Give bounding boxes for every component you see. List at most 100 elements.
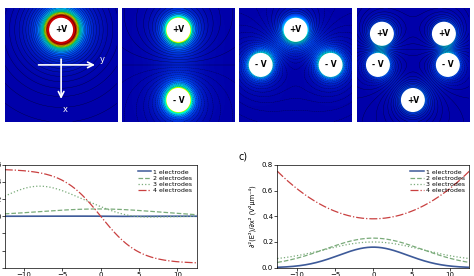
Text: - V: - V	[442, 60, 454, 69]
2 electrodes	[388, 238, 393, 242]
1 electrode	[466, 266, 472, 269]
Text: +V: +V	[55, 25, 67, 34]
Line: 2 electrodes: 2 electrodes	[277, 238, 469, 262]
1 electrode	[116, 215, 121, 218]
1 electrode	[419, 259, 425, 262]
3 electrodes	[89, 201, 95, 205]
4 electrodes	[36, 171, 42, 174]
Circle shape	[284, 18, 307, 41]
2 electrodes	[274, 261, 280, 264]
4 electrodes	[194, 261, 200, 264]
2 electrodes	[36, 210, 42, 213]
Text: y: y	[100, 55, 104, 64]
4 electrodes	[324, 206, 329, 209]
1 electrode	[51, 214, 57, 218]
2 electrodes	[115, 208, 121, 211]
Text: +V: +V	[290, 25, 301, 34]
2 electrodes	[130, 208, 136, 212]
3 electrodes	[115, 211, 121, 214]
2 electrodes	[361, 237, 367, 240]
4 electrodes	[403, 212, 409, 215]
Text: - V: - V	[325, 60, 337, 69]
3 electrodes	[130, 214, 136, 218]
3 electrodes	[309, 251, 314, 254]
3 electrodes	[147, 215, 153, 219]
Line: 4 electrodes: 4 electrodes	[5, 170, 197, 263]
1 electrode	[89, 214, 95, 218]
4 electrodes	[89, 204, 94, 207]
4 electrodes	[130, 247, 136, 250]
Legend: 1 electrode, 2 electrodes, 3 electrodes, 4 electrodes: 1 electrode, 2 electrodes, 3 electrodes,…	[137, 168, 193, 195]
4 electrodes	[51, 175, 57, 178]
Text: - V: - V	[255, 60, 266, 69]
4 electrodes	[115, 234, 121, 238]
3 electrodes	[466, 257, 472, 260]
2 electrodes	[147, 209, 153, 213]
Text: +V: +V	[438, 29, 450, 38]
Circle shape	[167, 18, 190, 41]
4 electrodes	[419, 205, 425, 208]
3 electrodes	[324, 248, 329, 251]
Y-axis label: ∂²(E²)/∂x² (V²μm⁻⁴): ∂²(E²)/∂x² (V²μm⁻⁴)	[249, 185, 256, 247]
4 electrodes	[309, 197, 314, 201]
Line: 3 electrodes: 3 electrodes	[277, 242, 469, 259]
1 electrode	[388, 248, 393, 251]
Line: 2 electrodes: 2 electrodes	[5, 209, 197, 215]
2 electrodes	[2, 212, 8, 216]
Text: x: x	[63, 105, 68, 113]
Circle shape	[50, 18, 73, 41]
Line: 3 electrodes: 3 electrodes	[5, 186, 197, 217]
Text: +V: +V	[407, 95, 419, 105]
Legend: 1 electrode, 2 electrodes, 3 electrodes, 4 electrodes: 1 electrode, 2 electrodes, 3 electrodes,…	[409, 168, 466, 195]
3 electrodes	[388, 242, 393, 245]
2 electrodes	[419, 248, 425, 251]
3 electrodes	[361, 241, 367, 244]
1 electrode	[147, 215, 153, 218]
1 electrode	[324, 258, 329, 261]
Circle shape	[167, 89, 190, 111]
1 electrode	[309, 262, 314, 265]
Circle shape	[371, 22, 393, 45]
Circle shape	[401, 89, 424, 111]
Circle shape	[249, 54, 272, 76]
2 electrodes	[466, 261, 472, 264]
1 electrode	[36, 214, 42, 218]
Line: 1 electrode: 1 electrode	[277, 247, 469, 267]
4 electrodes	[146, 255, 152, 258]
3 electrodes	[52, 187, 57, 190]
2 electrodes	[51, 209, 57, 212]
2 electrodes	[89, 207, 94, 211]
1 electrode	[2, 214, 8, 218]
Line: 4 electrodes: 4 electrodes	[277, 171, 469, 219]
Text: - V: - V	[173, 95, 184, 105]
2 electrodes	[324, 247, 329, 250]
Text: - V: - V	[372, 60, 384, 69]
Text: c): c)	[239, 152, 248, 162]
3 electrodes	[370, 240, 376, 244]
4 electrodes	[361, 217, 367, 220]
3 electrodes	[147, 215, 153, 219]
2 electrodes	[194, 213, 200, 216]
2 electrodes	[96, 207, 101, 211]
2 electrodes	[309, 252, 314, 256]
4 electrodes	[466, 169, 472, 173]
3 electrodes	[194, 215, 200, 218]
4 electrodes	[274, 169, 280, 173]
Circle shape	[367, 54, 389, 76]
4 electrodes	[388, 216, 393, 219]
4 electrodes	[370, 217, 376, 221]
3 electrodes	[274, 257, 280, 260]
3 electrodes	[2, 195, 8, 198]
Text: +V: +V	[173, 25, 184, 34]
3 electrodes	[419, 248, 425, 251]
1 electrode	[403, 253, 409, 256]
1 electrode	[370, 245, 376, 249]
1 electrode	[113, 215, 119, 218]
2 electrodes	[370, 237, 376, 240]
3 electrodes	[36, 185, 42, 188]
4 electrodes	[2, 168, 8, 171]
1 electrode	[131, 215, 137, 218]
2 electrodes	[403, 242, 409, 245]
3 electrodes	[37, 185, 43, 188]
1 electrode	[82, 214, 88, 218]
